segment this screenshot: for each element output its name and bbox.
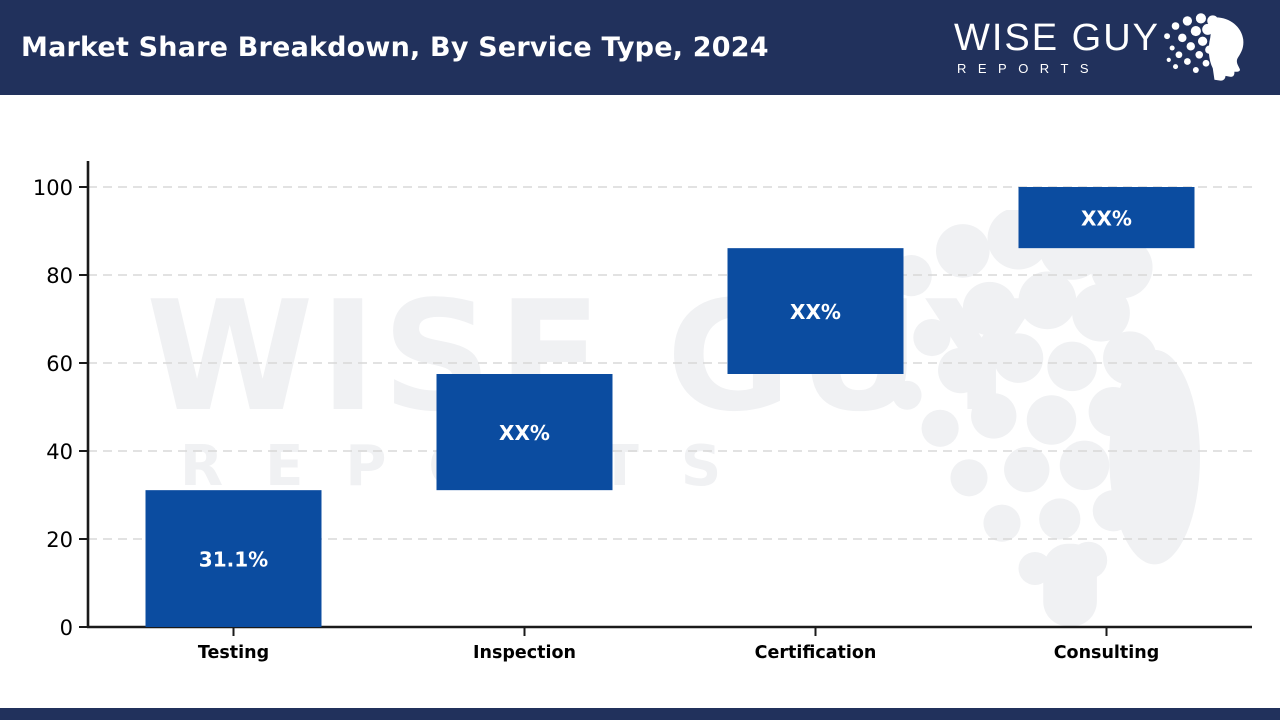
x-tick-label: Testing — [198, 643, 269, 663]
x-tick-label: Certification — [755, 643, 877, 663]
wiseguy-logo-text: WISE GUY REPORTS — [954, 19, 1160, 76]
logo-subtitle: REPORTS — [956, 61, 1101, 76]
y-tick-label: 0 — [60, 616, 73, 640]
chart-area: WISE GUY REPORTS 020406080100Testing31.1… — [0, 95, 1280, 708]
bar-consulting — [1018, 187, 1195, 249]
x-tick-label: Inspection — [473, 643, 576, 663]
bar-inspection — [436, 374, 613, 491]
wiseguy-head-icon — [1164, 12, 1244, 81]
bar-value-label: XX% — [499, 421, 550, 445]
y-tick-label: 80 — [46, 264, 73, 288]
y-tick-label: 20 — [46, 528, 73, 552]
header: Market Share Breakdown, By Service Type,… — [0, 0, 1280, 95]
waterfall-chart: 0 20 40 60 80 100 Testing 31.1% Inspection XX% Cer… — [33, 161, 1252, 663]
page-title: Market Share Breakdown, By Service Type,… — [21, 32, 769, 63]
bar-value-label: XX% — [1081, 207, 1132, 231]
y-tick-label: 100 — [33, 176, 73, 200]
bar-testing — [145, 490, 322, 627]
x-tick-label: Consulting — [1054, 643, 1160, 663]
bar-value-label: 31.1% — [199, 548, 268, 572]
y-tick-label: 60 — [46, 352, 73, 376]
bar-certification — [727, 248, 904, 374]
footer-bar — [0, 708, 1280, 720]
logo-wordmark: WISE GUY — [953, 17, 1160, 59]
bar-value-label: XX% — [790, 300, 841, 324]
y-tick-label: 40 — [46, 440, 73, 464]
wiseguy-logo: WISE GUY REPORTS — [954, 11, 1250, 85]
